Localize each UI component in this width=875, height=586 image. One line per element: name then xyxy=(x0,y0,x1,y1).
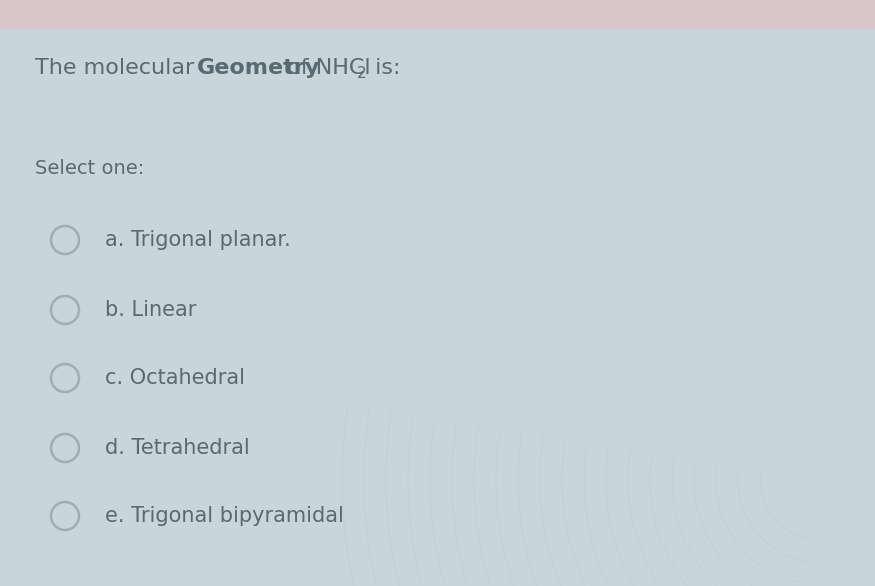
Circle shape xyxy=(51,502,79,530)
Bar xyxy=(0,0,875,28)
Text: b. Linear: b. Linear xyxy=(105,300,196,320)
Text: The molecular: The molecular xyxy=(35,58,201,78)
Circle shape xyxy=(51,364,79,392)
Circle shape xyxy=(51,296,79,324)
Text: 2: 2 xyxy=(357,66,367,81)
Text: Select one:: Select one: xyxy=(35,158,144,178)
Text: a. Trigonal planar.: a. Trigonal planar. xyxy=(105,230,290,250)
Text: c. Octahedral: c. Octahedral xyxy=(105,368,245,388)
Circle shape xyxy=(51,434,79,462)
Text: e. Trigonal bipyramidal: e. Trigonal bipyramidal xyxy=(105,506,344,526)
Text: Geometry: Geometry xyxy=(197,58,320,78)
Text: of NHCl: of NHCl xyxy=(280,58,371,78)
Text: d. Tetrahedral: d. Tetrahedral xyxy=(105,438,249,458)
Circle shape xyxy=(51,226,79,254)
Text: is:: is: xyxy=(368,58,401,78)
